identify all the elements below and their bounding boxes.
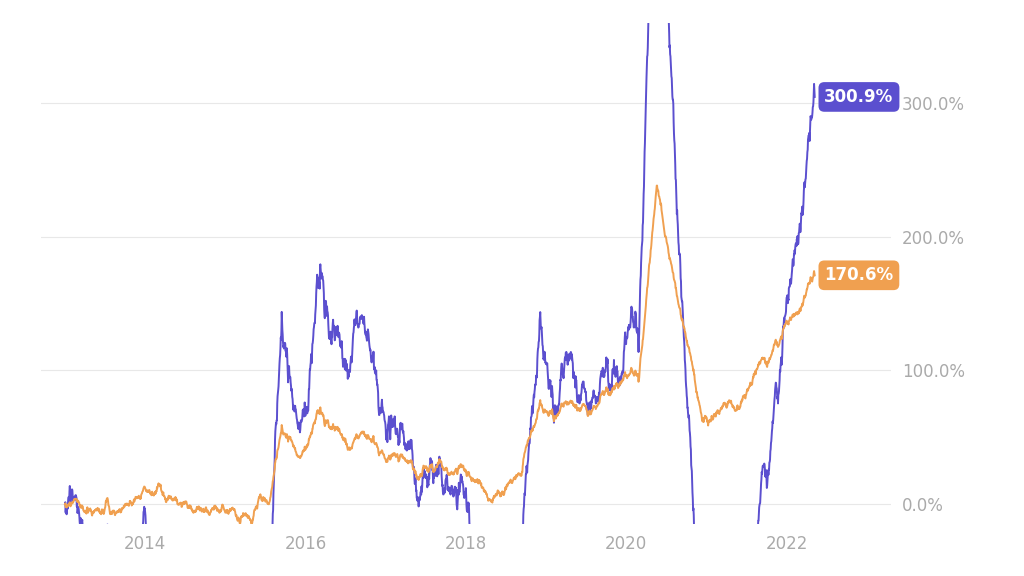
Text: 170.6%: 170.6%	[824, 266, 894, 285]
Text: 300.9%: 300.9%	[824, 88, 894, 106]
